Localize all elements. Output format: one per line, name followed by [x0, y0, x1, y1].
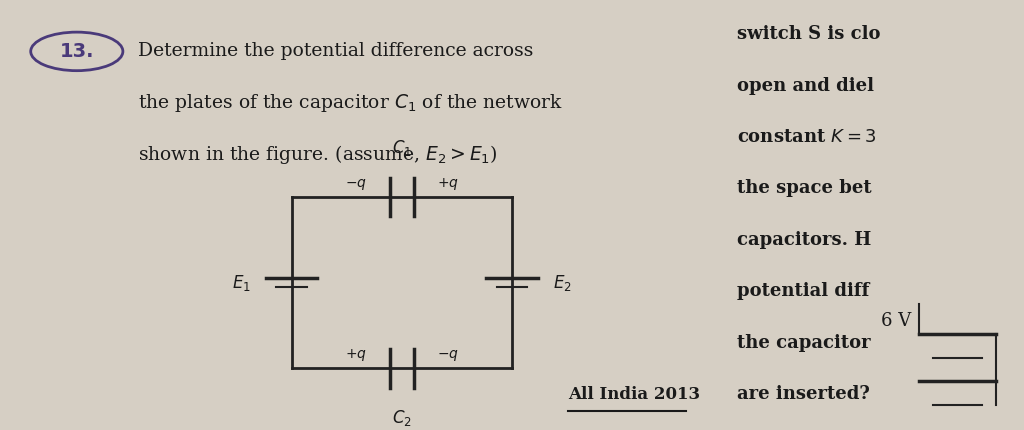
- Text: the capacitor: the capacitor: [737, 334, 870, 352]
- Text: All India 2013: All India 2013: [568, 386, 700, 402]
- Text: $E_1$: $E_1$: [232, 273, 251, 293]
- Text: shown in the figure. (assume, $E_2 > E_1$): shown in the figure. (assume, $E_2 > E_1…: [138, 143, 498, 166]
- Text: $C_1$: $C_1$: [392, 138, 412, 158]
- Text: 6 V: 6 V: [881, 312, 911, 330]
- Text: open and diel: open and diel: [737, 77, 874, 95]
- Text: $-q$: $-q$: [345, 177, 367, 192]
- Text: 13.: 13.: [59, 42, 94, 61]
- Text: $C_2$: $C_2$: [392, 408, 412, 427]
- Text: switch S is clo: switch S is clo: [737, 25, 881, 43]
- Text: capacitors. H: capacitors. H: [737, 231, 871, 249]
- Text: the plates of the capacitor $C_1$ of the network: the plates of the capacitor $C_1$ of the…: [138, 92, 563, 114]
- Text: $+q$: $+q$: [345, 347, 367, 363]
- Text: $E_2$: $E_2$: [553, 273, 571, 293]
- Text: are inserted?: are inserted?: [737, 385, 870, 403]
- Text: the space bet: the space bet: [737, 179, 871, 197]
- Text: Determine the potential difference across: Determine the potential difference acros…: [138, 43, 534, 60]
- Text: $-q$: $-q$: [436, 348, 459, 363]
- Text: potential diff: potential diff: [737, 282, 869, 300]
- Text: constant $K=3$: constant $K=3$: [737, 128, 877, 146]
- Text: $+q$: $+q$: [436, 176, 459, 192]
